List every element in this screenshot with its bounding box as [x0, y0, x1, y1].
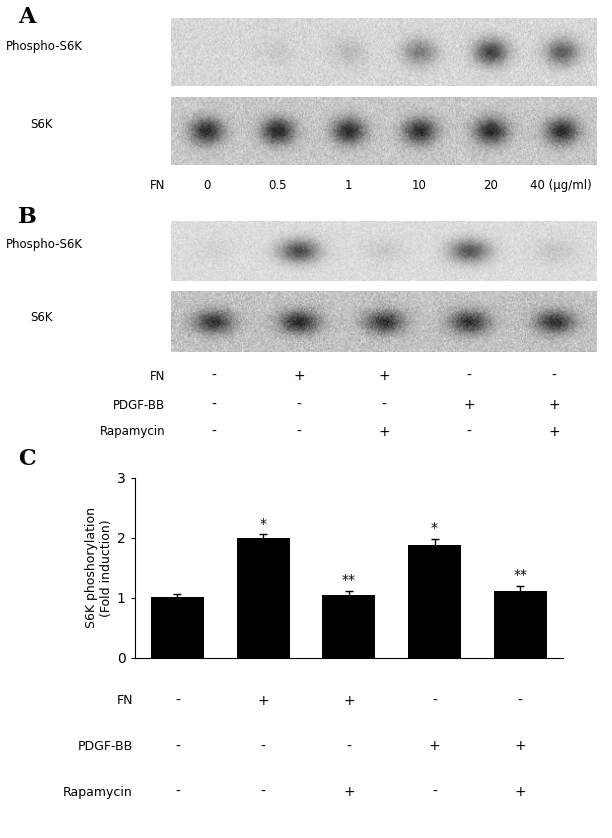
Text: +: +	[343, 694, 354, 708]
Text: **: **	[513, 568, 527, 582]
Text: -: -	[467, 369, 471, 383]
Text: FN: FN	[150, 370, 165, 383]
Text: 10: 10	[412, 178, 427, 192]
Bar	[323, 595, 375, 658]
Text: 0: 0	[203, 178, 211, 192]
Text: B: B	[18, 206, 37, 228]
Text: +: +	[548, 398, 560, 412]
Text: -: -	[212, 398, 216, 412]
Text: FN: FN	[116, 695, 133, 707]
Text: C: C	[18, 448, 36, 470]
Bar	[408, 545, 461, 658]
Text: 20: 20	[483, 178, 498, 192]
Text: -: -	[261, 785, 266, 799]
Text: PDGF-BB: PDGF-BB	[113, 399, 165, 411]
Text: A: A	[18, 6, 35, 28]
Text: Phospho-S6K: Phospho-S6K	[6, 238, 83, 251]
Text: +: +	[343, 785, 354, 799]
Text: -: -	[518, 694, 523, 708]
Text: Phospho-S6K: Phospho-S6K	[6, 39, 83, 53]
Text: Rapamycin: Rapamycin	[63, 785, 133, 799]
Text: -: -	[382, 398, 386, 412]
Text: 40 (μg/ml): 40 (μg/ml)	[531, 178, 592, 192]
Text: *: *	[259, 516, 267, 530]
Text: +: +	[548, 425, 560, 439]
Text: +: +	[378, 369, 390, 383]
Text: +: +	[515, 785, 526, 799]
Text: -: -	[467, 425, 471, 439]
Text: -: -	[175, 739, 180, 753]
Text: -: -	[432, 694, 437, 708]
Text: PDGF-BB: PDGF-BB	[78, 740, 133, 753]
Text: 0.5: 0.5	[269, 178, 287, 192]
Text: -: -	[346, 739, 351, 753]
Text: +: +	[463, 398, 475, 412]
Bar	[151, 597, 204, 658]
Bar	[494, 591, 547, 658]
Bar	[237, 538, 289, 658]
Text: -: -	[212, 369, 216, 383]
Y-axis label: S6K phoshorylation
(Fold induction): S6K phoshorylation (Fold induction)	[84, 507, 113, 628]
Text: S6K: S6K	[31, 311, 53, 324]
Text: -: -	[432, 785, 437, 799]
Text: +: +	[378, 425, 390, 439]
Text: 1: 1	[345, 178, 353, 192]
Text: **: **	[342, 573, 356, 587]
Text: -: -	[297, 425, 301, 439]
Text: Rapamycin: Rapamycin	[100, 426, 165, 438]
Text: +: +	[258, 694, 269, 708]
Text: +: +	[293, 369, 305, 383]
Text: +: +	[515, 739, 526, 753]
Text: +: +	[429, 739, 440, 753]
Text: -: -	[175, 694, 180, 708]
Text: -: -	[552, 369, 556, 383]
Text: -: -	[212, 425, 216, 439]
Text: *: *	[431, 521, 438, 535]
Text: -: -	[175, 785, 180, 799]
Text: FN: FN	[150, 178, 165, 192]
Text: -: -	[297, 398, 301, 412]
Text: S6K: S6K	[31, 118, 53, 132]
Text: -: -	[261, 739, 266, 753]
